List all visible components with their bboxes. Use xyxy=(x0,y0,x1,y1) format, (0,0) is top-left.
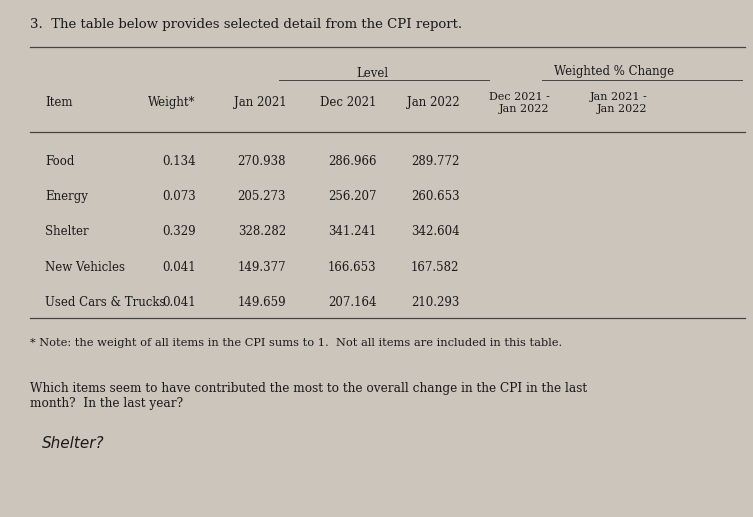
Text: Used Cars & Trucks: Used Cars & Trucks xyxy=(45,296,166,309)
Text: 256.207: 256.207 xyxy=(328,190,376,203)
Text: 149.377: 149.377 xyxy=(237,261,286,273)
Text: 0.073: 0.073 xyxy=(162,190,196,203)
Text: Food: Food xyxy=(45,155,75,168)
Text: Shelter: Shelter xyxy=(45,225,89,238)
Text: Level: Level xyxy=(357,67,389,80)
Text: Weighted % Change: Weighted % Change xyxy=(553,65,674,78)
Text: 0.041: 0.041 xyxy=(162,261,196,273)
Text: 207.164: 207.164 xyxy=(328,296,376,309)
Text: 341.241: 341.241 xyxy=(328,225,376,238)
Text: Item: Item xyxy=(45,96,73,109)
Text: 260.653: 260.653 xyxy=(410,190,459,203)
Text: 270.938: 270.938 xyxy=(238,155,286,168)
Text: * Note: the weight of all items in the CPI sums to 1.  Not all items are include: * Note: the weight of all items in the C… xyxy=(30,338,562,347)
Text: 0.329: 0.329 xyxy=(162,225,196,238)
Text: 205.273: 205.273 xyxy=(238,190,286,203)
Text: Jan 2022: Jan 2022 xyxy=(499,104,550,114)
Text: 0.041: 0.041 xyxy=(162,296,196,309)
Text: Shelter?: Shelter? xyxy=(41,436,104,451)
Text: 149.659: 149.659 xyxy=(237,296,286,309)
Text: Jan 2021 -: Jan 2021 - xyxy=(590,93,648,102)
Text: Dec 2021: Dec 2021 xyxy=(320,96,376,109)
Text: 286.966: 286.966 xyxy=(328,155,376,168)
Text: 0.134: 0.134 xyxy=(162,155,196,168)
Text: Weight*: Weight* xyxy=(148,96,196,109)
Text: Which items seem to have contributed the most to the overall change in the CPI i: Which items seem to have contributed the… xyxy=(30,382,587,409)
Text: Energy: Energy xyxy=(45,190,88,203)
Text: Jan 2022: Jan 2022 xyxy=(407,96,459,109)
Text: Jan 2021: Jan 2021 xyxy=(233,96,286,109)
Text: 328.282: 328.282 xyxy=(238,225,286,238)
Text: New Vehicles: New Vehicles xyxy=(45,261,125,273)
Text: Jan 2022: Jan 2022 xyxy=(597,104,648,114)
Text: 166.653: 166.653 xyxy=(328,261,376,273)
Text: Dec 2021 -: Dec 2021 - xyxy=(489,93,550,102)
Text: 3.  The table below provides selected detail from the CPI report.: 3. The table below provides selected det… xyxy=(30,18,462,31)
Text: 167.582: 167.582 xyxy=(411,261,459,273)
Text: 210.293: 210.293 xyxy=(411,296,459,309)
Text: 289.772: 289.772 xyxy=(411,155,459,168)
Text: 342.604: 342.604 xyxy=(410,225,459,238)
